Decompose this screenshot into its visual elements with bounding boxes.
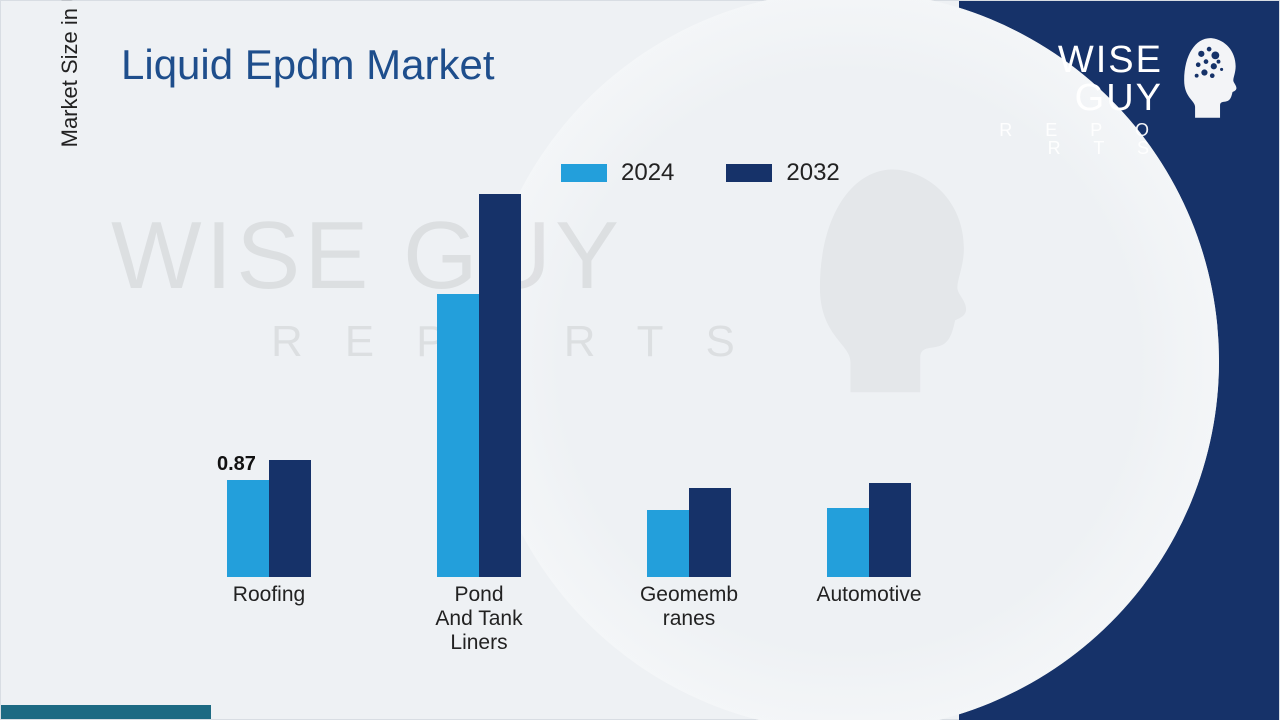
- bar-2032: [269, 460, 311, 577]
- bar-pair: [437, 194, 521, 577]
- bar-2024: [827, 508, 869, 577]
- bar-2032: [689, 488, 731, 577]
- bar-pair: [827, 483, 911, 577]
- bar-2024: [647, 510, 689, 577]
- bar-pair: [227, 460, 311, 577]
- bar-2032: [869, 483, 911, 577]
- y-axis-label: Market Size in USD Billion: [57, 0, 83, 219]
- bar-value-label: 0.87: [217, 453, 256, 476]
- bar-2032: [479, 194, 521, 577]
- brand-line1: WISE GUY: [983, 41, 1163, 117]
- brand-line2: R E P O R T S: [983, 121, 1163, 157]
- brand-head-icon: [1167, 35, 1245, 121]
- chart-title: Liquid Epdm Market: [121, 41, 495, 89]
- bar-2024: [437, 294, 479, 577]
- category-label: Pond And Tank Liners: [434, 583, 524, 655]
- plot-area: 0.87RoofingPond And Tank LinersGeomembra…: [159, 177, 919, 577]
- category-label: Automotive: [799, 583, 939, 607]
- bar-2024: [227, 480, 269, 577]
- bottom-accent-strip: [1, 705, 211, 719]
- category-label: Geomembranes: [619, 583, 759, 631]
- category-label: Roofing: [199, 583, 339, 607]
- chart-card: WISE GUY REPORTS Liquid Epdm Market 2024…: [0, 0, 1280, 720]
- bar-pair: [647, 488, 731, 577]
- chart: Market Size in USD Billion 0.87RoofingPo…: [63, 159, 923, 599]
